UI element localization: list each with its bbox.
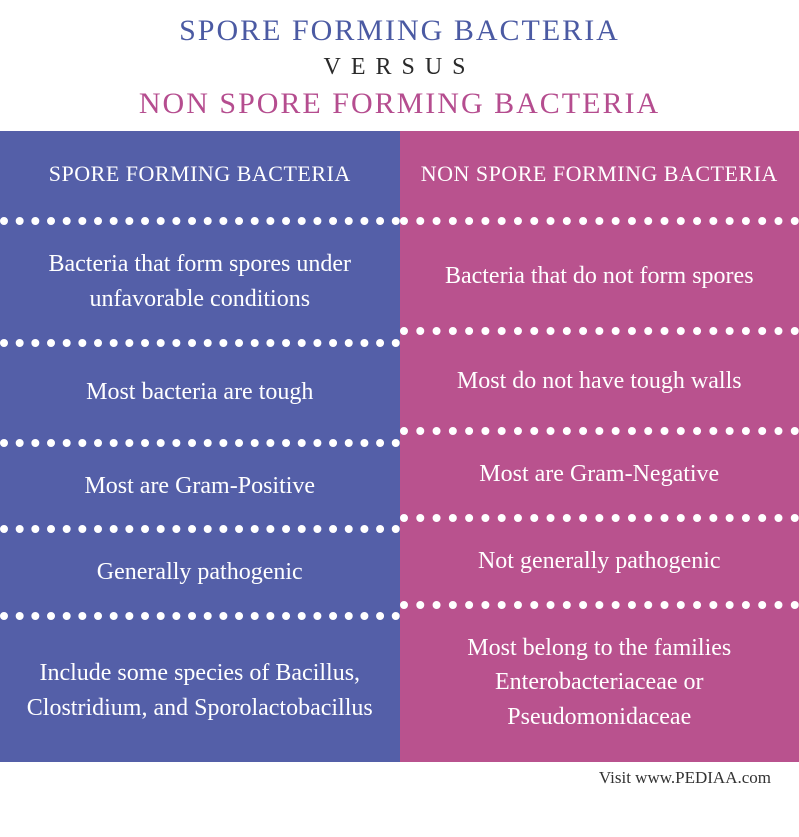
left-column-header: SPORE FORMING BACTERIA: [0, 131, 400, 217]
comparison-cell: Bacteria that do not form spores: [400, 217, 799, 327]
title-bottom: NON SPORE FORMING BACTERIA: [10, 87, 789, 121]
title-top: SPORE FORMING BACTERIA: [10, 14, 789, 48]
comparison-cell: Most belong to the families Enterobacter…: [400, 601, 799, 757]
comparison-cell: Generally pathogenic: [0, 525, 400, 612]
comparison-cell: Include some species of Bacillus, Clostr…: [0, 612, 400, 762]
right-column: NON SPORE FORMING BACTERIA Bacteria that…: [400, 131, 799, 762]
versus-label: VERSUS: [10, 54, 789, 81]
comparison-cell: Most bacteria are tough: [0, 339, 400, 439]
right-column-header: NON SPORE FORMING BACTERIA: [400, 131, 799, 217]
comparison-cell: Bacteria that form spores under unfavora…: [0, 217, 400, 339]
footer-credit: Visit www.PEDIAA.com: [0, 762, 799, 788]
comparison-cell: Most are Gram-Positive: [0, 439, 400, 526]
comparison-table: SPORE FORMING BACTERIA Bacteria that for…: [0, 131, 799, 762]
comparison-cell: Most do not have tough walls: [400, 327, 799, 427]
infographic-header: SPORE FORMING BACTERIA VERSUS NON SPORE …: [0, 0, 799, 131]
left-column: SPORE FORMING BACTERIA Bacteria that for…: [0, 131, 400, 762]
comparison-cell: Not generally pathogenic: [400, 514, 799, 601]
comparison-cell: Most are Gram-Negative: [400, 427, 799, 514]
